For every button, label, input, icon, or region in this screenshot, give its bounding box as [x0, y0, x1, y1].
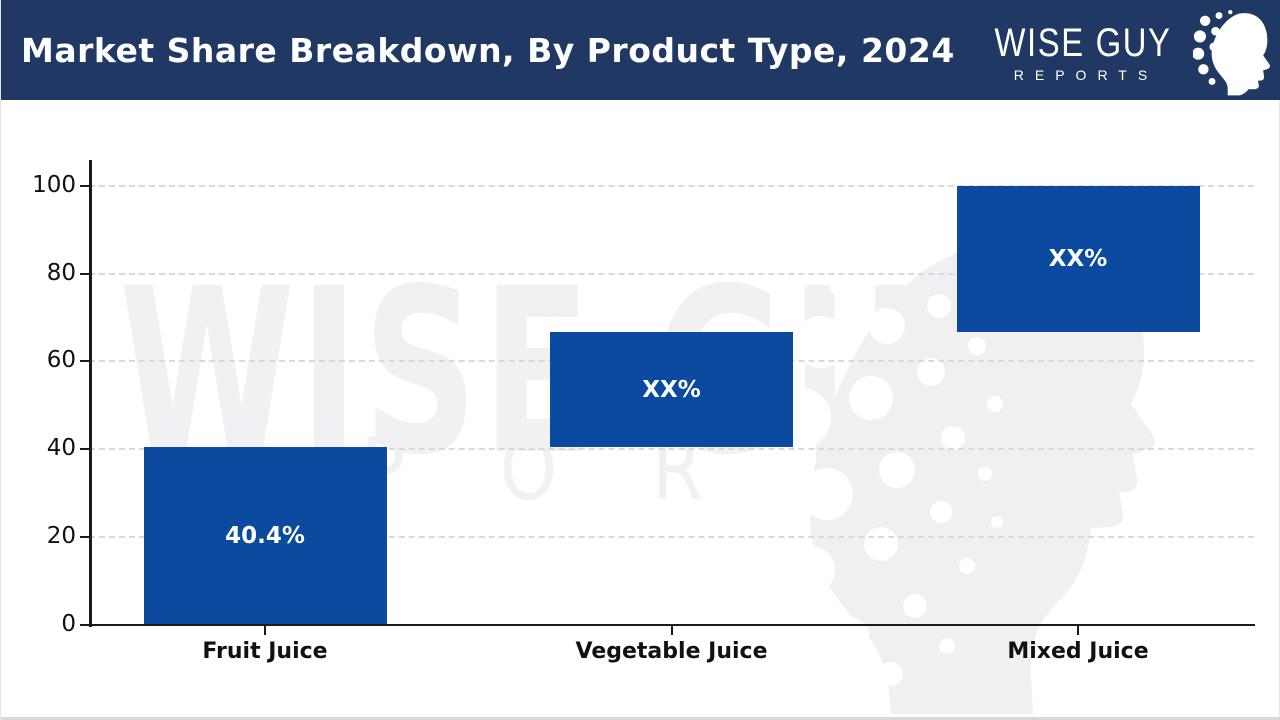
x-category-label: Vegetable Juice [575, 638, 768, 664]
x-tick-mark [264, 626, 266, 635]
y-tick-label: 80 [46, 259, 76, 286]
logo-wordmark: WISE GUY [994, 21, 1172, 65]
x-tick-mark [670, 626, 673, 635]
x-category-label: Mixed Juice [1007, 638, 1149, 664]
y-tick-label: 60 [46, 347, 76, 374]
gridline [89, 185, 1254, 187]
logo-head-icon [1193, 9, 1270, 96]
y-tick-label: 100 [32, 172, 76, 198]
y-tick-mark [80, 360, 89, 363]
x-tick-mark [1077, 626, 1079, 635]
y-tick-label: 40 [46, 435, 76, 462]
gridline [89, 535, 1254, 538]
x-axis-line [89, 623, 1255, 626]
y-tick-mark [80, 448, 89, 451]
logo-text: WISE GUY REPORTS [975, 21, 1191, 83]
bar-segment: 40.4% [143, 447, 387, 625]
y-tick-label: 20 [46, 522, 76, 549]
y-tick-label: 0 [61, 610, 76, 637]
y-axis-line [89, 160, 92, 627]
logo-subtext: REPORTS [1013, 67, 1159, 83]
y-tick-mark [80, 535, 89, 538]
y-tick-mark [80, 272, 89, 275]
bar-value-label: XX% [642, 376, 701, 403]
y-tick-mark [80, 623, 89, 626]
bar-value-label: XX% [1048, 246, 1108, 273]
wise-guy-reports-logo: WISE GUY REPORTS [975, 6, 1271, 98]
bar-value-label: 40.4% [225, 522, 305, 549]
gridline [89, 448, 1254, 451]
bar-segment: XX% [956, 186, 1200, 333]
bottom-border [1, 717, 1280, 720]
chart-title: Market Share Breakdown, By Product Type,… [21, 30, 955, 70]
gridline [89, 272, 1254, 275]
bar-segment: XX% [550, 332, 793, 448]
y-tick-mark [80, 185, 89, 187]
header-bar: Market Share Breakdown, By Product Type,… [1, 0, 1280, 100]
x-category-label: Fruit Juice [202, 638, 328, 664]
